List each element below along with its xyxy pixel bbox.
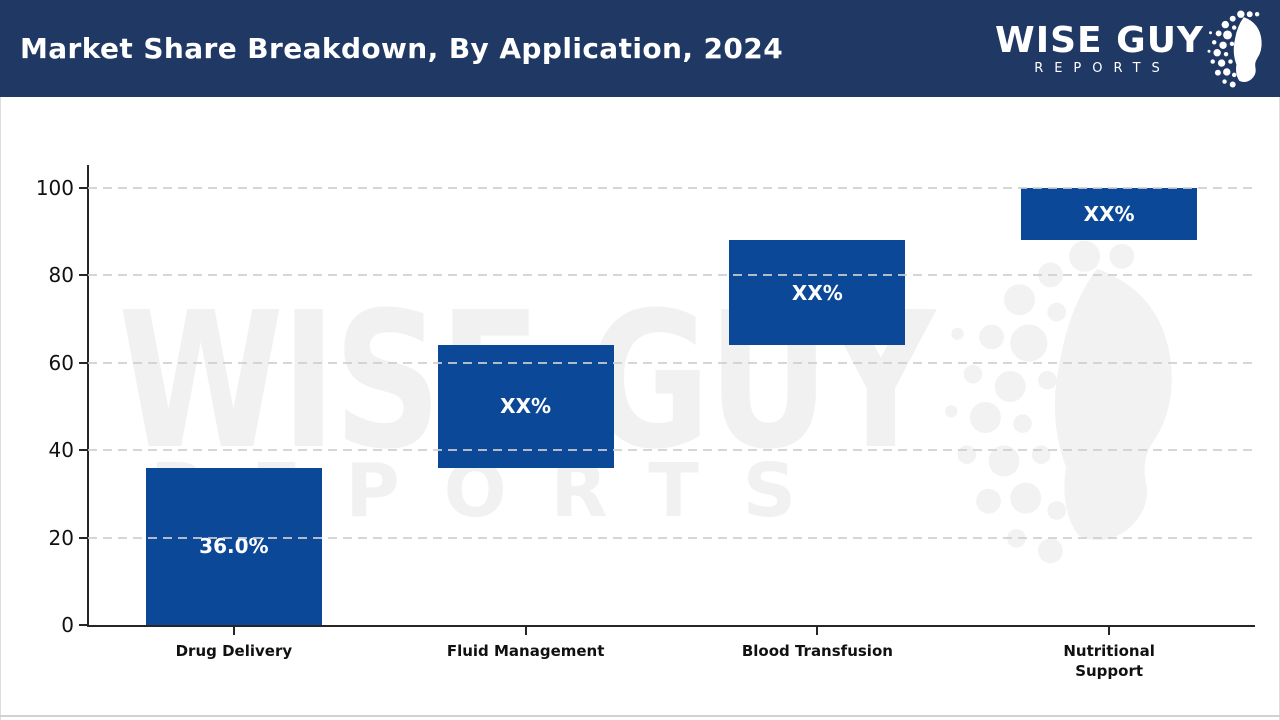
gridline-80 [88, 274, 1255, 276]
x-tick-label-0: Drug Delivery [175, 642, 293, 660]
y-tick-mark-60 [79, 361, 87, 364]
bar-drug-delivery: 36.0% [145, 467, 322, 625]
y-tick-mark-100 [79, 186, 87, 189]
waterfall-chart: 36.0% XX% XX% XX% 0 20 40 60 80 100 Drug Deliver… [0, 97, 1280, 717]
bar-nutritional-support: XX% [1021, 187, 1198, 240]
bar-blood-transfusion: XX% [729, 240, 906, 345]
y-tick-label-100: 100 [35, 175, 74, 200]
x-tick-label-3: Nutritional Support [1063, 642, 1155, 681]
y-tick-label-20: 20 [48, 525, 74, 550]
gridline-100 [88, 186, 1255, 189]
x-tick-mark-0 [232, 627, 235, 635]
x-tick-mark-1 [524, 627, 527, 635]
bar-value-label: XX% [791, 280, 843, 305]
y-tick-label-80: 80 [48, 263, 74, 287]
y-axis-spine [87, 165, 89, 625]
x-tick-mark-3 [1108, 627, 1111, 635]
y-tick-mark-20 [79, 536, 87, 539]
gridline-40 [88, 449, 1255, 451]
x-axis-spine [87, 625, 1255, 627]
gridline-60 [88, 361, 1255, 364]
x-tick-mark-2 [816, 627, 819, 635]
brand-wordmark: WISE GUY REPORTS [994, 19, 1204, 76]
x-tick-label-2: Blood Transfusion [741, 642, 893, 660]
brand-subtitle: REPORTS [1034, 60, 1171, 76]
y-tick-label-0: 0 [61, 613, 74, 637]
y-tick-mark-40 [79, 449, 87, 451]
y-tick-label-60: 60 [48, 350, 74, 375]
left-border [0, 97, 1, 720]
gridline-20 [88, 536, 1255, 539]
y-tick-mark-0 [79, 624, 87, 626]
x-tick-label-1: Fluid Management [446, 642, 605, 660]
bar-value-label: XX% [1083, 201, 1135, 226]
wise-guy-head-icon [1207, 10, 1262, 87]
bar-value-label: XX% [500, 394, 552, 419]
header: Market Share Breakdown, By Application, … [0, 0, 1280, 97]
bar-fluid-management: XX% [437, 345, 614, 468]
y-tick-label-40: 40 [48, 438, 74, 462]
brand-name: WISE GUY [994, 19, 1204, 61]
brand-logo: WISE GUY REPORTS [995, 8, 1280, 90]
y-tick-mark-80 [79, 274, 87, 276]
page-title: Market Share Breakdown, By Application, … [20, 32, 784, 65]
bottom-divider [0, 715, 1280, 717]
